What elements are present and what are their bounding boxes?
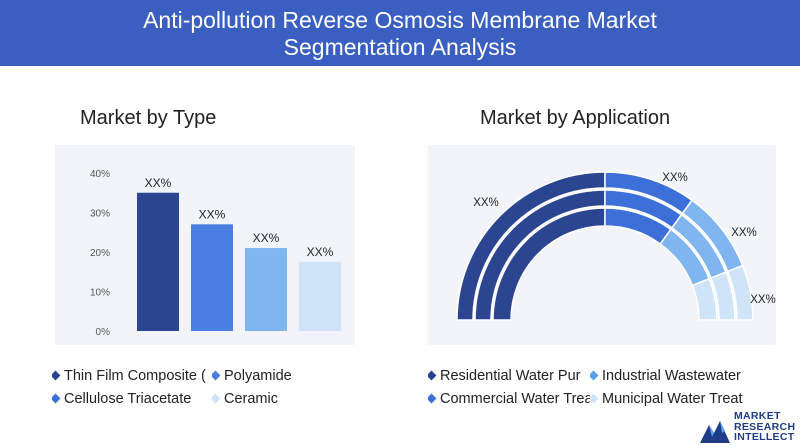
bar <box>245 248 287 331</box>
donut-data-label: XX% <box>473 197 499 209</box>
bar-data-label: XX% <box>307 245 334 259</box>
legend-item-app-2: Industrial Wastewater <box>590 368 760 384</box>
donut-data-label: XX% <box>731 227 757 239</box>
legend-marker-type-4 <box>212 393 221 404</box>
bar <box>299 261 341 331</box>
bar-data-label: XX% <box>199 207 226 221</box>
donut-slice-inner <box>691 277 718 321</box>
logo-line3: INTELLECT <box>734 431 795 443</box>
legend-item-app-3: Commercial Water Trea <box>428 391 590 407</box>
legend-label-app-1: Residential Water Pur <box>440 368 581 384</box>
legend-label-type-2: Polyamide <box>224 368 292 384</box>
legend-marker-app-2 <box>590 370 599 381</box>
legend-item-type-4: Ceramic <box>212 391 342 407</box>
logo-line1: MARKET <box>734 410 781 422</box>
bar-data-label: XX% <box>145 176 172 190</box>
y-tick-label: 10% <box>90 288 110 299</box>
y-tick-label: 40% <box>90 169 110 180</box>
donut-data-label: XX% <box>662 172 688 184</box>
legend-label-app-4: Municipal Water Treat <box>602 391 743 407</box>
page-title-line2: Segmentation Analysis <box>283 34 517 60</box>
legend-label-type-3: Cellulose Triacetate <box>64 391 192 407</box>
legend-marker-app-3 <box>428 393 437 404</box>
logo-text: MARKET RESEARCH INTELLECT <box>734 411 795 443</box>
legend-item-app-1: Residential Water Pur <box>428 368 590 384</box>
legend-label-app-2: Industrial Wastewater <box>602 368 741 384</box>
y-tick-label: 30% <box>90 209 110 220</box>
legend-marker-type-2 <box>212 370 221 381</box>
legend-marker-type-3 <box>52 393 61 404</box>
market-by-type-title: Market by Type <box>80 107 217 129</box>
donut-slice-middle <box>710 271 736 321</box>
donut-data-label: XX% <box>750 294 776 306</box>
bar-data-label: XX% <box>253 231 280 245</box>
legend-label-type-1: Thin Film Composite ( <box>64 368 206 384</box>
y-tick-label: 20% <box>90 248 110 259</box>
donut-slice-outer <box>726 264 754 321</box>
legend-marker-app-1 <box>428 370 437 381</box>
logo-line2: RESEARCH <box>734 420 796 433</box>
header-banner: Anti-pollution Reverse Osmosis Membrane … <box>0 0 800 66</box>
y-tick-label: 0% <box>96 327 111 338</box>
legend-label-app-3: Commercial Water Trea <box>440 391 590 407</box>
page-title-line1: Anti-pollution Reverse Osmosis Membrane … <box>143 7 657 33</box>
legend-item-type-1: Thin Film Composite ( <box>52 368 212 384</box>
legend-item-type-2: Polyamide <box>212 368 342 384</box>
market-by-application-title: Market by Application <box>480 107 671 129</box>
legend-item-type-3: Cellulose Triacetate <box>52 391 212 407</box>
legend-label-type-4: Ceramic <box>224 391 278 407</box>
legend-marker-app-4 <box>590 393 599 404</box>
bar <box>191 224 233 331</box>
bar <box>137 192 179 331</box>
legend-marker-type-1 <box>52 370 61 381</box>
market-research-intellect-logo-icon <box>700 421 730 443</box>
legend-item-app-4: Municipal Water Treat <box>590 391 760 407</box>
